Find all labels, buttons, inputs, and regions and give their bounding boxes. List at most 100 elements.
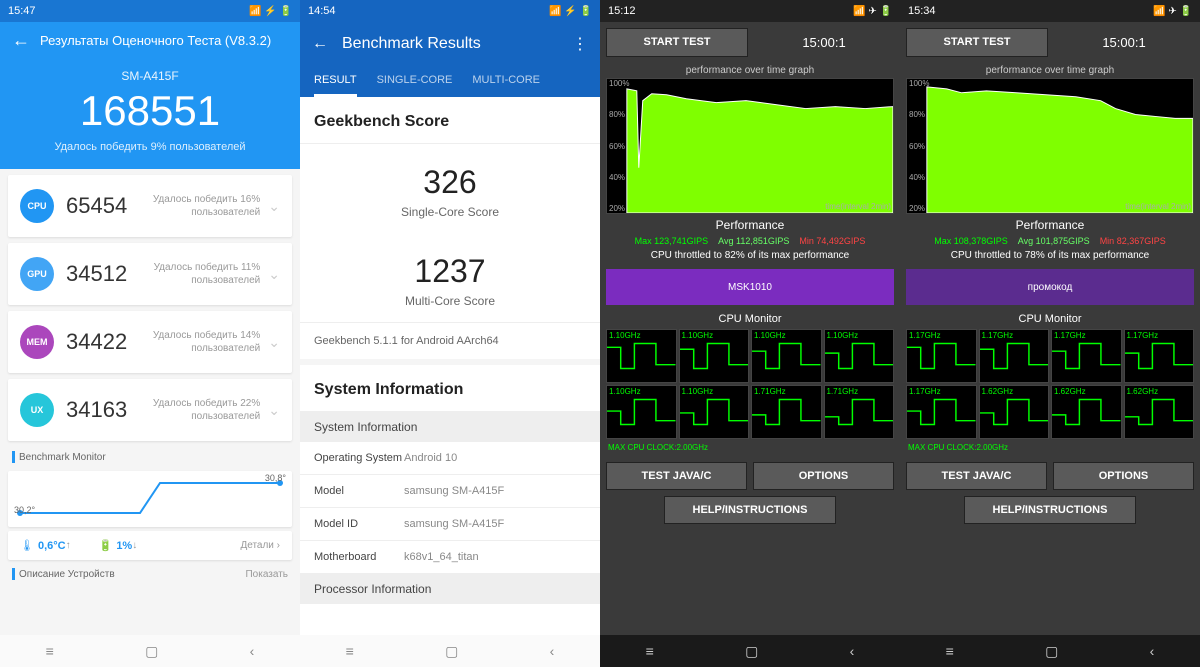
status-icons: 📶 ✈ 🔋 [853,6,892,17]
throttle-text: CPU throttled to 82% of its max performa… [600,248,900,265]
ux-badge: UX [20,393,54,427]
details-link[interactable]: Детали › [240,540,280,551]
thermometer-icon: 🌡 [20,539,34,552]
total-score: 168551 [12,87,288,135]
card-score: 34422 [66,329,127,355]
start-test-button[interactable]: START TEST [606,28,748,57]
cpu-badge: CPU [20,189,54,223]
nav-recent-icon[interactable]: ≡ [46,643,54,659]
tab-multi[interactable]: MULTI-CORE [472,66,540,97]
cpu-cell-2: 1.10GHz [751,329,822,383]
cpu-cell-5: 1.62GHz [979,385,1050,439]
score-card-ux[interactable]: UX 34163 Удалось победить 22%пользовател… [8,379,292,441]
antutu-panel: 15:47 📶 ⚡ 🔋 ← Результаты Оценочного Тест… [0,0,300,667]
geekbench-panel: 14:54 📶 ⚡ 🔋 ← Benchmark Results ⋮ RESULT… [300,0,600,667]
tab-result[interactable]: RESULT [314,66,357,97]
score-card-gpu[interactable]: GPU 34512 Удалось победить 11%пользовате… [8,243,292,305]
monitor-label: Benchmark Monitor [0,447,300,467]
timer: 15:00:1 [754,28,894,57]
status-time: 15:47 [8,5,36,17]
options-button[interactable]: OPTIONS [1053,462,1194,490]
back-icon[interactable]: ← [312,35,328,53]
cpu-grid: 1.10GHz 1.10GHz 1.10GHz [600,329,900,439]
nav-back-icon[interactable]: ‹ [250,643,255,659]
help-button[interactable]: HELP/INSTRUCTIONS [964,496,1137,524]
throttle-panel-2: 15:34 📶 ✈ 🔋 START TEST 15:00:1 performan… [900,0,1200,667]
cpu-monitor-heading: CPU Monitor [900,309,1200,329]
cpu-cell-7: 1.71GHz [824,385,895,439]
options-button[interactable]: OPTIONS [753,462,894,490]
nav-home-icon[interactable]: ▢ [1045,643,1058,660]
test-java-button[interactable]: TEST JAVA/C [606,462,747,490]
perf-graph: 100%80%60%40%20% time(interval 2min) [906,78,1194,214]
card-score: 34163 [66,397,127,423]
nav-back-icon[interactable]: ‹ [1150,643,1155,659]
info-val: k68v1_64_titan [404,551,479,563]
antutu-header: ← Результаты Оценочного Теста (V8.3.2) S… [0,22,300,169]
score-card-mem[interactable]: MEM 34422 Удалось победить 14%пользовате… [8,311,292,373]
mem-badge: MEM [20,325,54,359]
status-time: 15:12 [608,5,636,17]
chevron-down-icon: ⌄ [268,334,280,351]
perf-graph: 100%80%60%40%20% time(interval 2min) [606,78,894,214]
desc-label: Описание Устройств Показать [0,564,300,584]
device-model: SM-A415F [12,69,288,83]
cpu-cell-3: 1.10GHz [824,329,895,383]
cpu-grid: 1.17GHz 1.17GHz 1.17GHz [900,329,1200,439]
nav-home-icon[interactable]: ▢ [745,643,758,660]
info-row: Model samsung SM-A415F [300,475,600,508]
nav-home-icon[interactable]: ▢ [145,643,158,660]
nav-bar: ≡ ▢ ‹ [900,635,1200,667]
show-link[interactable]: Показать [245,569,288,580]
card-score: 65454 [66,193,127,219]
nav-back-icon[interactable]: ‹ [550,643,555,659]
max-clock: MAX CPU CLOCK:2.00GHz [600,439,900,456]
nav-back-icon[interactable]: ‹ [850,643,855,659]
nav-bar: ≡ ▢ ‹ [0,635,300,667]
info-row: Motherboard k68v1_64_titan [300,541,600,574]
cpu-cell-7: 1.62GHz [1124,385,1195,439]
multi-label: Multi-Core Score [300,294,600,308]
test-java-button[interactable]: TEST JAVA/C [906,462,1047,490]
ad-banner[interactable]: промокод [906,269,1194,305]
multi-score: 1237 [300,253,600,290]
proc-subhead: Processor Information [300,574,600,604]
max-clock: MAX CPU CLOCK:2.00GHz [900,439,1200,456]
info-val: samsung SM-A415F [404,518,504,530]
single-label: Single-Core Score [300,205,600,219]
status-bar: 15:12 📶 ✈ 🔋 [600,0,900,22]
cpu-monitor-heading: CPU Monitor [600,309,900,329]
score-card-cpu[interactable]: CPU 65454 Удалось победить 16%пользовате… [8,175,292,237]
status-icons: 📶 ⚡ 🔋 [549,6,592,17]
ad-banner[interactable]: МSK1010 [606,269,894,305]
info-key: Model ID [314,518,404,530]
single-core-block: 326 Single-Core Score [300,144,600,233]
nav-recent-icon[interactable]: ≡ [346,643,354,659]
info-row: Operating System Android 10 [300,442,600,475]
chevron-down-icon: ⌄ [268,198,280,215]
status-icons: 📶 ✈ 🔋 [1153,6,1192,17]
back-icon[interactable]: ← [12,30,30,51]
nav-recent-icon[interactable]: ≡ [646,643,654,659]
chevron-down-icon: ⌄ [268,266,280,283]
perf-heading: Performance [600,214,900,234]
cpu-cell-4: 1.10GHz [606,385,677,439]
help-button[interactable]: HELP/INSTRUCTIONS [664,496,837,524]
score-subtitle: Удалось победить 9% пользователей [12,141,288,153]
card-pct: Удалось победить 14%пользователей [153,329,260,355]
menu-icon[interactable]: ⋮ [572,34,588,54]
page-title: Результаты Оценочного Теста (V8.3.2) [40,33,271,48]
start-test-button[interactable]: START TEST [906,28,1048,57]
temp-end: 30,8° [265,473,286,483]
card-pct: Удалось победить 16%пользователей [153,193,260,219]
battery-delta: 1% [116,540,132,552]
info-row: Model ID samsung SM-A415F [300,508,600,541]
card-score: 34512 [66,261,127,287]
nav-recent-icon[interactable]: ≡ [946,643,954,659]
multi-core-block: 1237 Multi-Core Score [300,233,600,322]
tab-single[interactable]: SINGLE-CORE [377,66,453,97]
stats-row: 🌡 0,6°C ↑ 🔋 1% ↓ Детали › [8,531,292,560]
info-key: Model [314,485,404,497]
temp-start: 30,2° [14,505,35,515]
nav-home-icon[interactable]: ▢ [445,643,458,660]
